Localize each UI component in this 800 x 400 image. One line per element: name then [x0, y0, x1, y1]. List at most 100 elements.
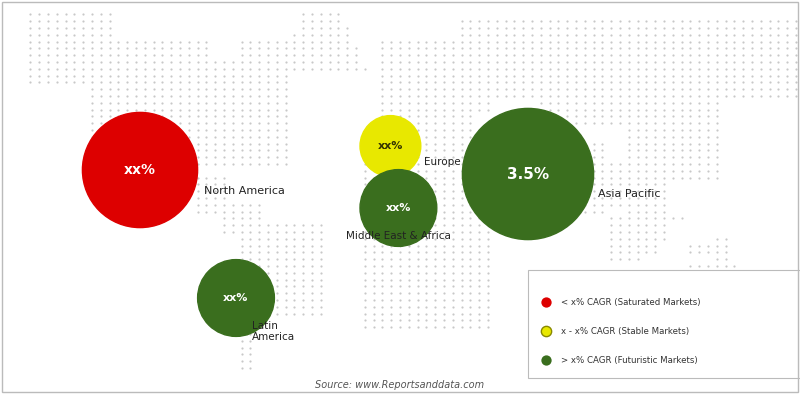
Point — [772, 358, 785, 364]
Point — [306, 236, 318, 242]
Point — [253, 202, 266, 208]
Point — [446, 208, 459, 215]
Point — [314, 249, 327, 256]
Point — [675, 161, 688, 167]
Point — [649, 147, 662, 154]
Point — [464, 127, 477, 133]
Point — [728, 52, 741, 58]
Point — [578, 181, 591, 188]
Point — [376, 222, 389, 228]
Point — [429, 215, 442, 222]
Point — [174, 66, 186, 72]
Point — [402, 249, 415, 256]
Point — [385, 242, 398, 249]
Point — [411, 79, 424, 86]
Point — [746, 66, 758, 72]
Point — [658, 174, 670, 181]
Point — [376, 195, 389, 201]
Point — [420, 229, 433, 235]
Point — [763, 351, 776, 358]
Point — [640, 242, 653, 249]
Point — [235, 344, 248, 351]
Point — [420, 188, 433, 194]
Point — [420, 208, 433, 215]
Point — [262, 242, 274, 249]
Point — [191, 120, 204, 126]
Point — [605, 113, 618, 120]
Point — [658, 72, 670, 79]
Point — [675, 147, 688, 154]
Point — [402, 317, 415, 324]
Point — [103, 120, 116, 126]
Point — [684, 324, 697, 330]
Text: Europe: Europe — [424, 157, 461, 167]
Point — [165, 100, 178, 106]
Point — [754, 79, 767, 86]
Point — [446, 161, 459, 167]
Point — [235, 283, 248, 290]
Point — [464, 317, 477, 324]
Point — [130, 52, 142, 58]
Point — [561, 59, 574, 65]
Point — [499, 38, 512, 45]
Point — [446, 283, 459, 290]
Point — [394, 120, 406, 126]
Point — [411, 263, 424, 269]
Point — [411, 229, 424, 235]
Point — [358, 256, 371, 262]
Point — [253, 263, 266, 269]
Point — [570, 66, 582, 72]
Point — [244, 256, 257, 262]
Point — [763, 358, 776, 364]
Point — [684, 127, 697, 133]
Point — [622, 134, 635, 140]
Point — [675, 174, 688, 181]
Point — [675, 324, 688, 330]
Point — [385, 72, 398, 79]
Point — [235, 365, 248, 371]
Point — [649, 168, 662, 174]
Point — [402, 304, 415, 310]
Point — [455, 208, 468, 215]
Point — [402, 181, 415, 188]
Point — [693, 283, 706, 290]
Point — [596, 106, 609, 113]
Point — [429, 147, 442, 154]
Point — [306, 222, 318, 228]
Point — [394, 161, 406, 167]
Point — [112, 86, 125, 92]
Point — [561, 147, 574, 154]
Point — [455, 140, 468, 147]
Point — [438, 154, 450, 160]
Point — [420, 100, 433, 106]
Point — [719, 18, 732, 24]
Point — [605, 66, 618, 72]
Point — [517, 181, 530, 188]
Point — [235, 304, 248, 310]
Point — [358, 208, 371, 215]
Point — [790, 59, 800, 65]
Point — [543, 113, 556, 120]
Point — [262, 283, 274, 290]
Point — [754, 52, 767, 58]
Point — [455, 25, 468, 31]
Point — [165, 140, 178, 147]
Point — [446, 154, 459, 160]
Point — [270, 134, 283, 140]
Point — [455, 222, 468, 228]
Point — [526, 52, 538, 58]
Point — [596, 93, 609, 99]
Point — [622, 106, 635, 113]
Point — [226, 72, 239, 79]
Point — [702, 79, 714, 86]
Point — [649, 208, 662, 215]
Point — [596, 32, 609, 38]
Point — [473, 147, 486, 154]
Point — [411, 106, 424, 113]
Point — [165, 154, 178, 160]
Point — [411, 174, 424, 181]
Point — [570, 32, 582, 38]
Point — [631, 236, 644, 242]
Point — [253, 161, 266, 167]
Point — [420, 79, 433, 86]
